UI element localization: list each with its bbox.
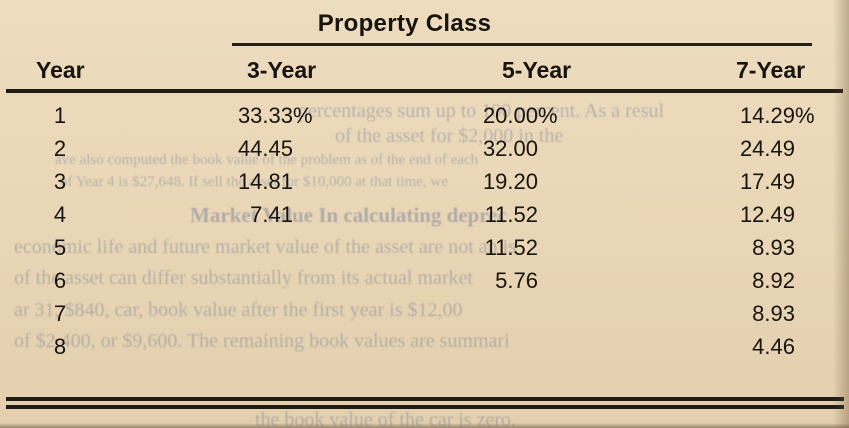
value-cell-3yr: 14.81 xyxy=(237,168,293,194)
column-header-7-year: 7-Year xyxy=(736,57,806,83)
year-cell: 4 xyxy=(53,201,67,227)
value-cell-5yr: 11.52 xyxy=(484,201,538,227)
value-cell-7yr: 8.93 xyxy=(752,234,795,260)
ghost-text-line: the book value of the car is zero. xyxy=(255,409,517,428)
value-cell-5yr: 32.00 xyxy=(482,135,538,161)
bottom-double-rule-top xyxy=(6,397,844,401)
column-header-year: Year xyxy=(36,57,85,83)
table-row: 2 44.45 32.00 24.49 xyxy=(0,132,849,165)
table-row: 3 14.81 19.20 17.49 xyxy=(0,165,849,198)
year-cell: 6 xyxy=(53,267,67,293)
value-cell-7yr: 12.49 xyxy=(739,201,795,227)
value-cell-7yr: 4.46 xyxy=(752,333,795,359)
year-cell: 3 xyxy=(53,168,67,194)
table-row: 8 4.46 xyxy=(0,330,849,363)
value-cell-5yr: 5.76 xyxy=(495,267,538,293)
table-row: 6 5.76 8.92 xyxy=(0,264,849,297)
value-cell-5yr: 19.20 xyxy=(482,168,538,194)
value-cell-7yr: 14.29% xyxy=(739,102,815,128)
column-header-5-year: 5-Year xyxy=(502,57,572,83)
value-cell-5yr: 20.00% xyxy=(482,102,558,128)
value-cell-5yr: 11.52 xyxy=(484,234,538,260)
table-title: Property Class xyxy=(317,10,492,37)
value-cell-3yr: 44.45 xyxy=(237,135,293,161)
value-cell-7yr: 8.92 xyxy=(752,267,795,293)
value-cell-7yr: 24.49 xyxy=(739,135,795,161)
column-header-3-year: 3-Year xyxy=(247,57,317,83)
value-cell-7yr: 17.49 xyxy=(739,168,795,194)
table-row: 1 33.33% 20.00% 14.29% xyxy=(0,99,849,132)
year-cell: 5 xyxy=(53,234,67,260)
year-cell: 1 xyxy=(53,102,67,128)
table-row: 7 8.93 xyxy=(0,297,849,330)
header-rule xyxy=(6,89,843,93)
table-row: 5 11.52 8.93 xyxy=(0,231,849,264)
value-cell-3yr: 7.41 xyxy=(250,201,293,227)
year-cell: 7 xyxy=(53,300,67,326)
bottom-double-rule-bottom xyxy=(6,405,844,409)
value-cell-7yr: 8.93 xyxy=(752,300,795,326)
year-cell: 2 xyxy=(53,135,67,161)
table-rows: 1 33.33% 20.00% 14.29% 2 44.45 32.00 24.49 3 14.8… xyxy=(0,99,849,363)
table-row: 4 7.41 11.52 12.49 xyxy=(0,198,849,231)
year-cell: 8 xyxy=(53,333,67,359)
value-cell-3yr: 33.33% xyxy=(237,102,313,128)
title-underline xyxy=(232,43,812,46)
